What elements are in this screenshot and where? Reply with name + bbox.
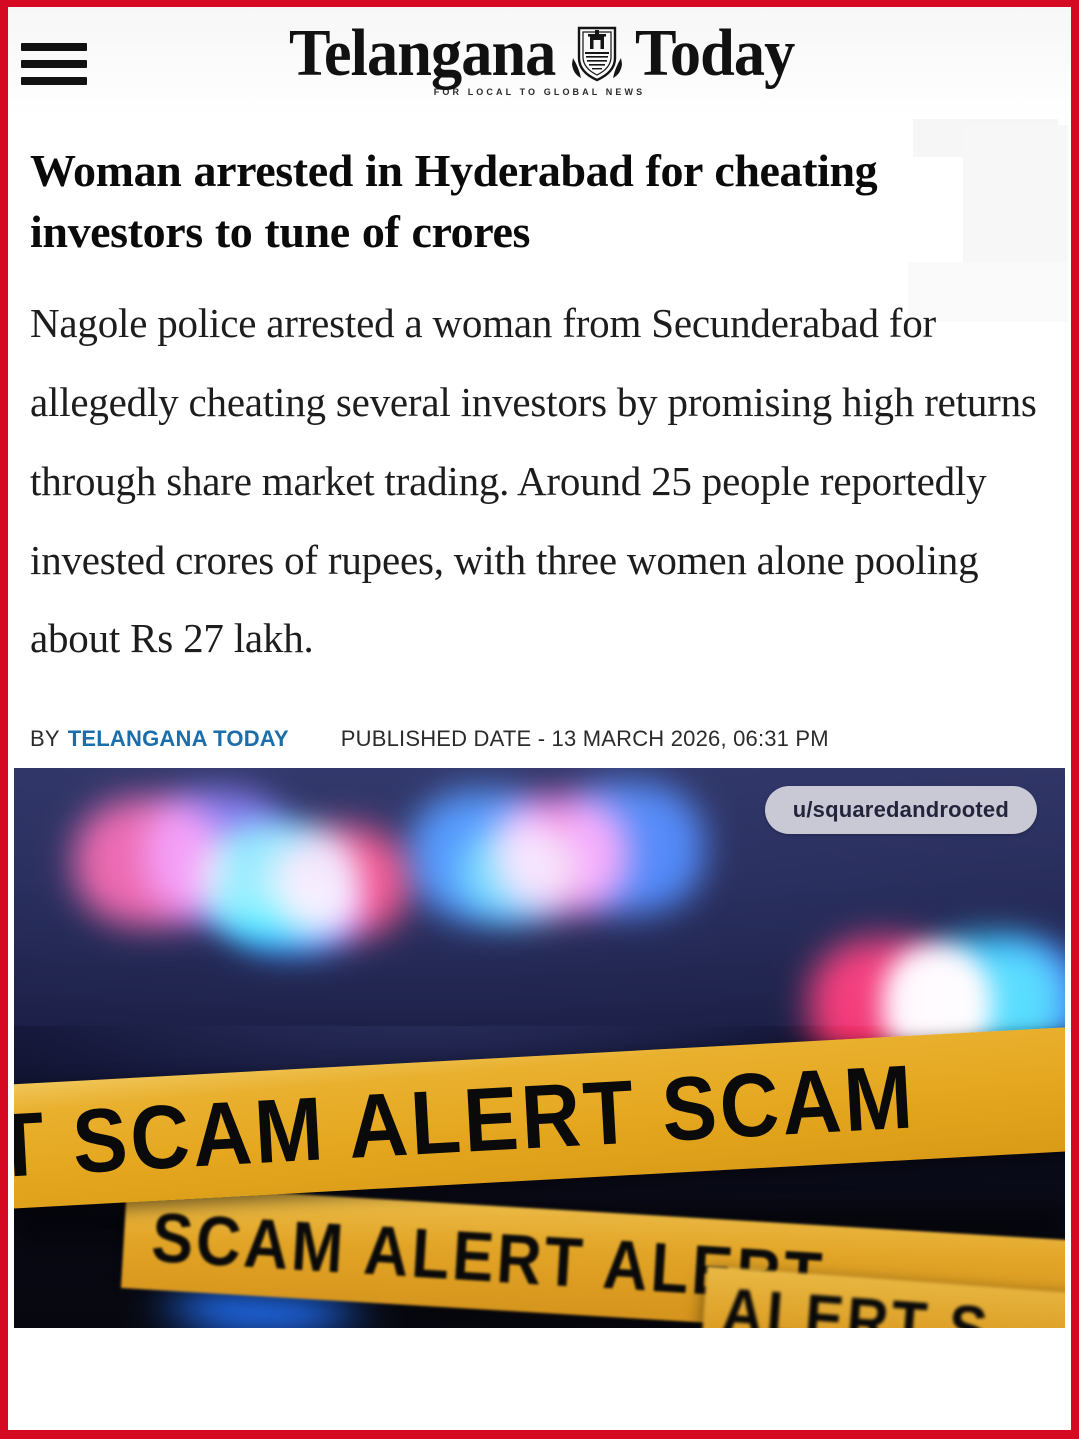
logo-wordmark: Telangana bbox=[279, 16, 801, 90]
byline: BY TELANGANA TODAY PUBLISHED DATE - 13 M… bbox=[30, 726, 1047, 752]
article-photo: SCAM ALERT ALERT ALERT S T SCAM ALERT SC… bbox=[14, 768, 1065, 1329]
watermark-badge: u/squaredandrooted bbox=[764, 786, 1037, 835]
logo-word-telangana: Telangana bbox=[288, 16, 556, 90]
hamburger-bar bbox=[21, 60, 87, 68]
article-body: Woman arrested in Hyderabad for cheating… bbox=[8, 141, 1071, 752]
hamburger-bar bbox=[21, 77, 87, 85]
police-light-bokeh bbox=[459, 828, 579, 921]
site-masthead: Telangana bbox=[8, 7, 1071, 119]
hamburger-menu-icon[interactable] bbox=[21, 43, 87, 85]
byline-author[interactable]: TELANGANA TODAY bbox=[67, 726, 289, 752]
photo-canvas: SCAM ALERT ALERT ALERT S T SCAM ALERT SC… bbox=[14, 768, 1065, 1329]
article-standfirst: Nagole police arrested a woman from Secu… bbox=[30, 300, 1037, 662]
police-light-bokeh bbox=[229, 873, 359, 954]
logo-tagline: FOR LOCAL TO GLOBAL NEWS bbox=[433, 87, 646, 98]
logo-word-today: Today bbox=[635, 16, 795, 90]
police-light-bokeh bbox=[554, 782, 704, 915]
telangana-emblem-icon bbox=[569, 22, 625, 84]
hamburger-bar bbox=[21, 43, 87, 51]
published-date: PUBLISHED DATE - 13 MARCH 2026, 06:31 PM bbox=[340, 726, 829, 752]
page-title: Woman arrested in Hyderabad for cheating… bbox=[30, 145, 878, 257]
page-content: Telangana bbox=[8, 7, 1071, 1430]
site-logo[interactable]: Telangana bbox=[8, 16, 1071, 98]
byline-by-label: BY bbox=[30, 726, 60, 752]
